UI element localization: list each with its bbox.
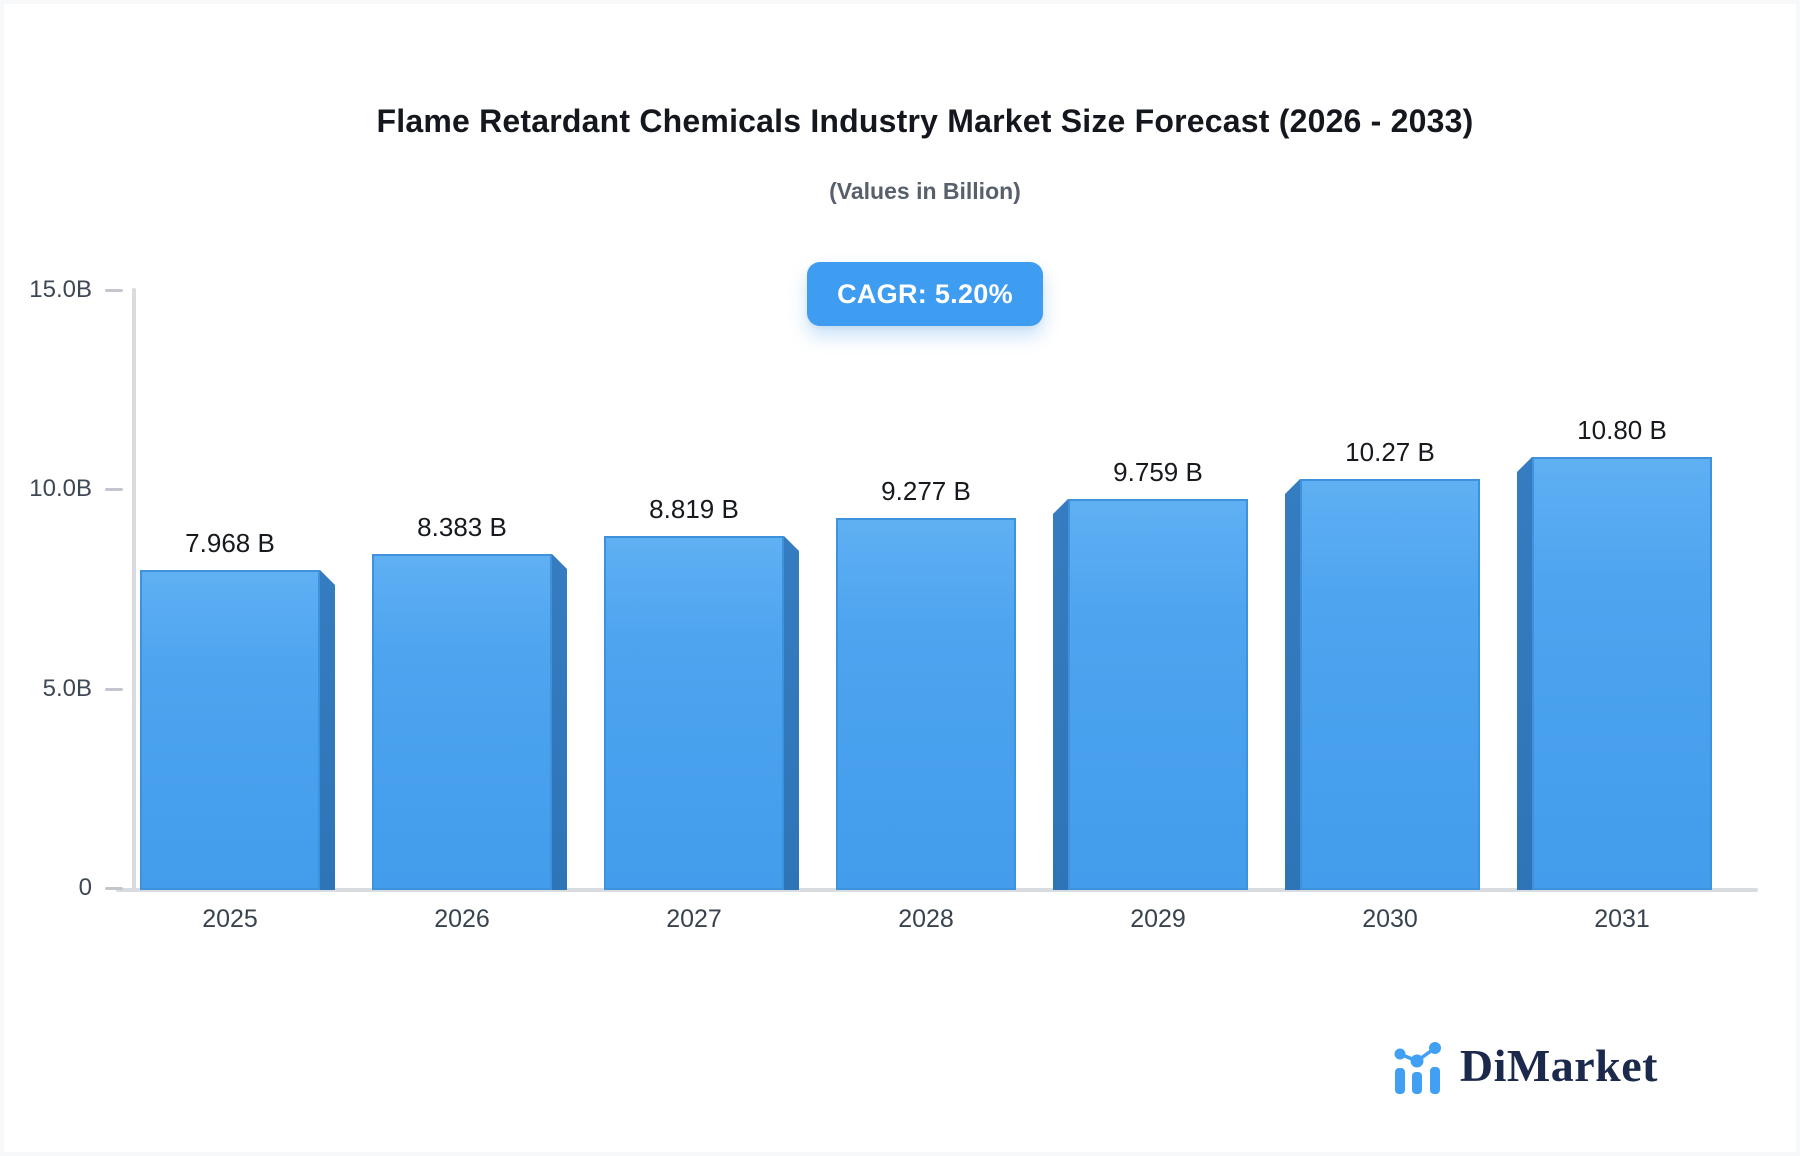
- x-axis-label-2030: 2030: [1362, 905, 1418, 933]
- logo-wordmark: DiMarket: [1459, 1040, 1658, 1091]
- y-axis-tick-mark: [105, 887, 123, 890]
- y-axis-tick-mark: [105, 488, 123, 491]
- y-axis-label-5.0B: 5.0B: [42, 675, 92, 702]
- bar-2025[interactable]: [140, 570, 320, 890]
- bar-2026[interactable]: [372, 554, 552, 890]
- x-axis-baseline: [116, 888, 1758, 892]
- bar-value-label-2026: 8.383 B: [417, 512, 507, 542]
- bar-2030-3d-side: [1285, 479, 1300, 890]
- bar-value-label-2027: 8.819 B: [649, 494, 739, 524]
- x-axis-label-2027: 2027: [666, 905, 722, 933]
- bar-value-label-2029: 9.759 B: [1113, 457, 1203, 487]
- dimarket-logo: DiMarket: [1389, 1036, 1658, 1096]
- bar-value-label-2025: 7.968 B: [185, 528, 275, 558]
- bar-2031-3d-side: [1517, 457, 1532, 890]
- bar-2029-3d-side: [1053, 499, 1068, 890]
- x-axis-label-2028: 2028: [898, 905, 954, 933]
- bar-2028[interactable]: [836, 518, 1016, 890]
- bar-2027[interactable]: [604, 536, 784, 890]
- x-axis-label-2025: 2025: [202, 905, 258, 933]
- y-axis-label-0: 0: [78, 874, 92, 901]
- bar-2027-3d-side: [784, 536, 799, 890]
- y-axis-tick-mark: [105, 289, 123, 292]
- chart-title: Flame Retardant Chemicals Industry Marke…: [376, 103, 1474, 139]
- bar-value-label-2030: 10.27 B: [1345, 437, 1435, 467]
- cagr-badge: CAGR: 5.20%: [807, 262, 1043, 326]
- bar-chart-trend-icon: [1394, 1042, 1441, 1094]
- y-axis-tick-mark: [105, 688, 123, 691]
- cagr-badge-row: CAGR: 5.20%: [54, 262, 1796, 326]
- x-axis-label-2026: 2026: [434, 905, 490, 933]
- chart-subtitle: (Values in Billion): [829, 178, 1021, 204]
- bar-2031[interactable]: [1532, 457, 1712, 890]
- x-axis-label-2029: 2029: [1130, 905, 1186, 933]
- y-axis-line: [132, 288, 136, 892]
- bar-2025-3d-side: [320, 570, 335, 890]
- bar-value-label-2031: 10.80 B: [1577, 415, 1667, 445]
- bar-2029[interactable]: [1068, 499, 1248, 890]
- y-axis-label-10.0B: 10.0B: [29, 475, 92, 502]
- bar-value-label-2028: 9.277 B: [881, 476, 971, 506]
- x-axis-label-2031: 2031: [1594, 905, 1650, 933]
- bar-chart: 15.0B 10.0B 5.0B 0 7.968 B 2025 8.383 B 2026 8.…: [4, 4, 1796, 1152]
- y-axis-label-15.0B: 15.0B: [29, 276, 92, 303]
- bar-2030[interactable]: [1300, 479, 1480, 890]
- bar-2026-3d-side: [552, 554, 567, 890]
